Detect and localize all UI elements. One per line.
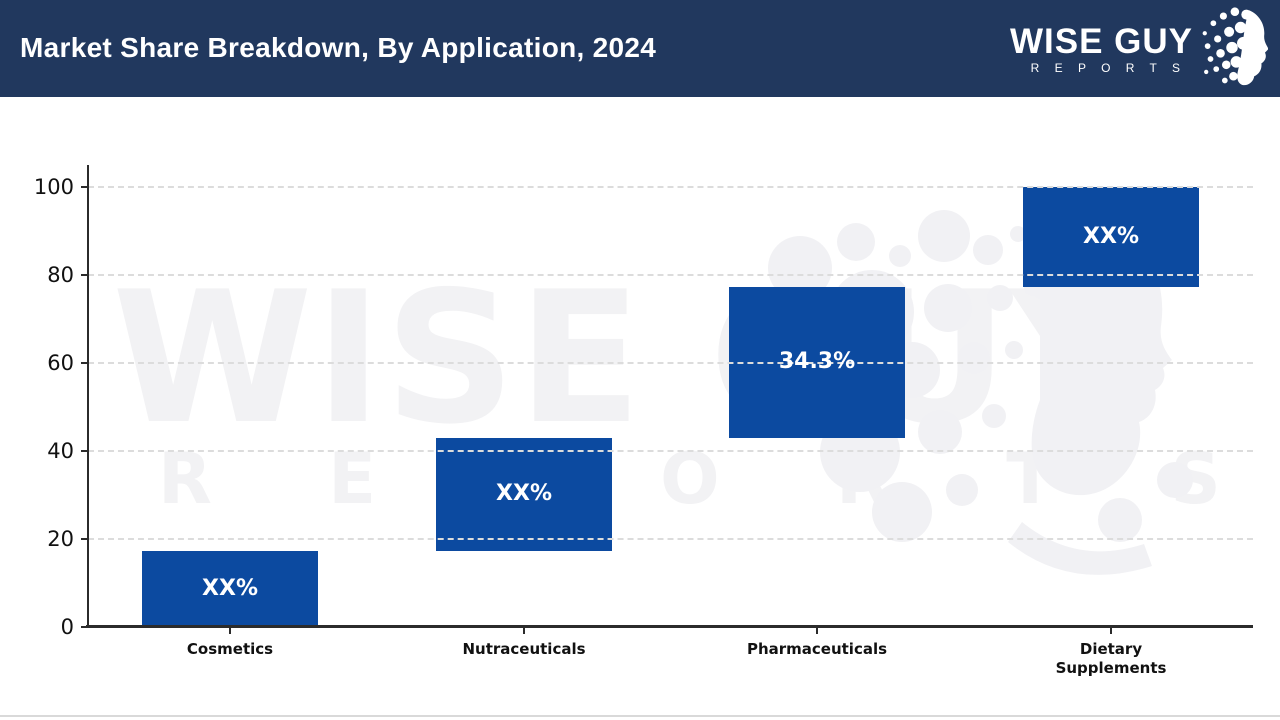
- y-axis-tick-label: 60: [47, 351, 74, 375]
- x-axis-category-label: Dietary Supplements: [1055, 640, 1167, 677]
- y-gridline: [88, 362, 1253, 364]
- y-gridline: [88, 538, 1253, 540]
- y-gridline: [88, 186, 1253, 188]
- bar-value-label: XX%: [496, 481, 552, 507]
- page-title: Market Share Breakdown, By Application, …: [20, 32, 657, 63]
- y-axis-tick-label: 100: [33, 175, 74, 199]
- bottom-divider: [0, 715, 1280, 717]
- y-axis-tick-label: 20: [47, 527, 74, 551]
- bar-nutraceuticals: [436, 437, 612, 551]
- x-tick-mark: [1110, 627, 1112, 634]
- y-axis-tick-label: 0: [60, 615, 74, 639]
- bar-value-label: 34.3%: [778, 349, 856, 375]
- y-axis-tick-label: 40: [47, 439, 74, 463]
- x-axis-category-label: Pharmaceuticals: [746, 640, 888, 658]
- y-axis-line: [87, 165, 89, 627]
- x-axis-line: [86, 625, 1253, 628]
- y-gridline: [88, 450, 1253, 452]
- y-tick-mark: [81, 450, 88, 452]
- x-axis-category-label: Cosmetics: [186, 640, 274, 658]
- bar-value-label: XX%: [202, 575, 258, 601]
- x-tick-mark: [816, 627, 818, 634]
- y-tick-mark: [81, 626, 88, 628]
- x-tick-mark: [229, 627, 231, 634]
- dotted-head-profile-icon: [1202, 7, 1268, 86]
- y-tick-mark: [81, 362, 88, 364]
- brand-tagline: R E P O R T S: [1030, 61, 1186, 75]
- y-axis-tick-label: 80: [47, 263, 74, 287]
- brand-logo: WISE GUY R E P O R T S: [1010, 0, 1268, 97]
- y-tick-mark: [81, 186, 88, 188]
- y-tick-mark: [81, 538, 88, 540]
- x-axis-category-label: Nutraceuticals: [462, 640, 586, 658]
- x-tick-mark: [523, 627, 525, 634]
- bar-dietary-supplements: [1023, 187, 1199, 287]
- brand-wordmark: WISE GUY: [1009, 22, 1193, 61]
- y-tick-mark: [81, 274, 88, 276]
- bar-value-label: XX%: [1083, 223, 1139, 249]
- header-banner: Market Share Breakdown, By Application, …: [0, 0, 1280, 97]
- y-gridline: [88, 274, 1253, 276]
- bar-cosmetics: [142, 550, 318, 627]
